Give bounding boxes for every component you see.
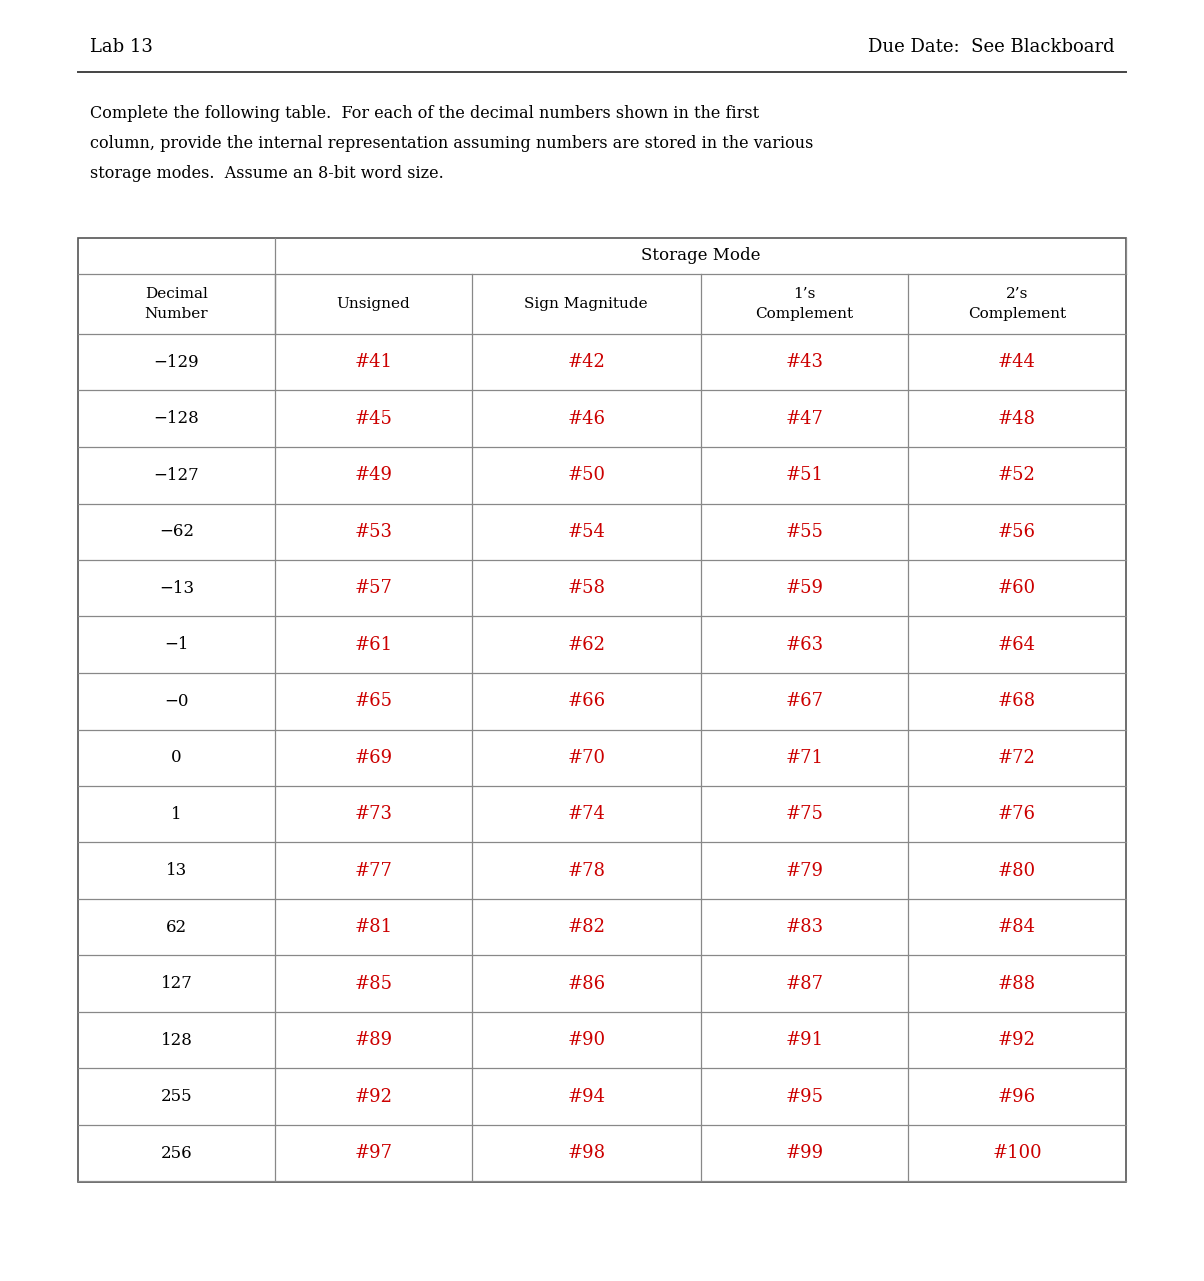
Text: 1’s
Complement: 1’s Complement	[755, 287, 854, 322]
Text: 128: 128	[160, 1031, 193, 1049]
Text: #81: #81	[354, 918, 393, 936]
Text: #92: #92	[354, 1088, 393, 1106]
Text: #65: #65	[354, 692, 393, 710]
Text: #74: #74	[567, 806, 606, 824]
Text: #78: #78	[567, 862, 606, 880]
Text: #76: #76	[998, 806, 1035, 824]
Text: #86: #86	[567, 975, 606, 993]
Text: column, provide the internal representation assuming numbers are stored in the v: column, provide the internal representat…	[90, 135, 814, 152]
Text: #99: #99	[785, 1144, 824, 1162]
Text: #84: #84	[998, 918, 1035, 936]
Text: #66: #66	[567, 692, 606, 710]
Text: Complete the following table.  For each of the decimal numbers shown in the firs: Complete the following table. For each o…	[90, 105, 760, 122]
Text: #89: #89	[354, 1031, 393, 1049]
Bar	[78, 238, 1126, 1181]
Text: Lab 13: Lab 13	[90, 38, 153, 56]
Text: #42: #42	[567, 354, 606, 371]
Text: #45: #45	[355, 410, 393, 428]
Text: 1: 1	[171, 806, 182, 822]
Text: −0: −0	[164, 693, 189, 710]
Text: #87: #87	[785, 975, 824, 993]
Text: 0: 0	[171, 749, 182, 766]
Text: 127: 127	[160, 975, 193, 993]
Text: 62: 62	[166, 918, 187, 935]
Text: #98: #98	[567, 1144, 606, 1162]
Text: #79: #79	[785, 862, 824, 880]
Text: Unsigned: Unsigned	[337, 297, 411, 311]
Text: #56: #56	[998, 523, 1035, 541]
Text: Sign Magnitude: Sign Magnitude	[525, 297, 648, 311]
Text: #92: #92	[998, 1031, 1035, 1049]
Text: 2’s
Complement: 2’s Complement	[968, 287, 1066, 322]
Text: #43: #43	[785, 354, 824, 371]
Text: Storage Mode: Storage Mode	[641, 247, 760, 264]
Text: #49: #49	[354, 466, 393, 484]
Text: −13: −13	[159, 580, 194, 597]
Text: 255: 255	[160, 1089, 193, 1106]
Text: #73: #73	[354, 806, 393, 824]
Text: #64: #64	[998, 635, 1035, 653]
Text: #96: #96	[998, 1088, 1037, 1106]
Text: #69: #69	[354, 749, 393, 767]
Text: #62: #62	[567, 635, 606, 653]
Text: #61: #61	[354, 635, 393, 653]
Text: #50: #50	[567, 466, 606, 484]
Text: Due Date:  See Blackboard: Due Date: See Blackboard	[868, 38, 1115, 56]
Text: #100: #100	[992, 1144, 1041, 1162]
Text: #90: #90	[567, 1031, 606, 1049]
Text: −127: −127	[154, 466, 200, 484]
Text: #41: #41	[354, 354, 393, 371]
Text: #80: #80	[998, 862, 1037, 880]
Text: #82: #82	[567, 918, 606, 936]
Text: #54: #54	[567, 523, 606, 541]
Text: −62: −62	[159, 523, 194, 541]
Text: #68: #68	[998, 692, 1037, 710]
Text: 256: 256	[160, 1145, 193, 1162]
Text: #77: #77	[355, 862, 393, 880]
Text: #48: #48	[998, 410, 1035, 428]
Text: #71: #71	[785, 749, 824, 767]
Text: #53: #53	[354, 523, 393, 541]
Text: storage modes.  Assume an 8-bit word size.: storage modes. Assume an 8-bit word size…	[90, 165, 444, 182]
Text: #67: #67	[785, 692, 824, 710]
Text: #83: #83	[785, 918, 824, 936]
Text: #44: #44	[998, 354, 1035, 371]
Text: #70: #70	[567, 749, 606, 767]
Text: Decimal
Number: Decimal Number	[144, 287, 208, 322]
Text: #59: #59	[785, 579, 824, 597]
Text: −1: −1	[164, 637, 189, 653]
Text: #52: #52	[998, 466, 1035, 484]
Text: #85: #85	[354, 975, 393, 993]
Text: #72: #72	[998, 749, 1035, 767]
Text: −128: −128	[154, 410, 200, 428]
Text: #46: #46	[567, 410, 606, 428]
Text: #91: #91	[785, 1031, 824, 1049]
Text: −129: −129	[154, 354, 200, 370]
Text: #57: #57	[355, 579, 393, 597]
Text: #47: #47	[785, 410, 824, 428]
Text: #58: #58	[567, 579, 606, 597]
Text: #95: #95	[785, 1088, 824, 1106]
Text: #63: #63	[785, 635, 824, 653]
Text: #51: #51	[785, 466, 824, 484]
Text: 13: 13	[166, 862, 187, 879]
Text: #75: #75	[785, 806, 824, 824]
Text: #88: #88	[998, 975, 1037, 993]
Text: #55: #55	[785, 523, 824, 541]
Text: #97: #97	[354, 1144, 393, 1162]
Text: #60: #60	[998, 579, 1037, 597]
Text: #94: #94	[567, 1088, 606, 1106]
